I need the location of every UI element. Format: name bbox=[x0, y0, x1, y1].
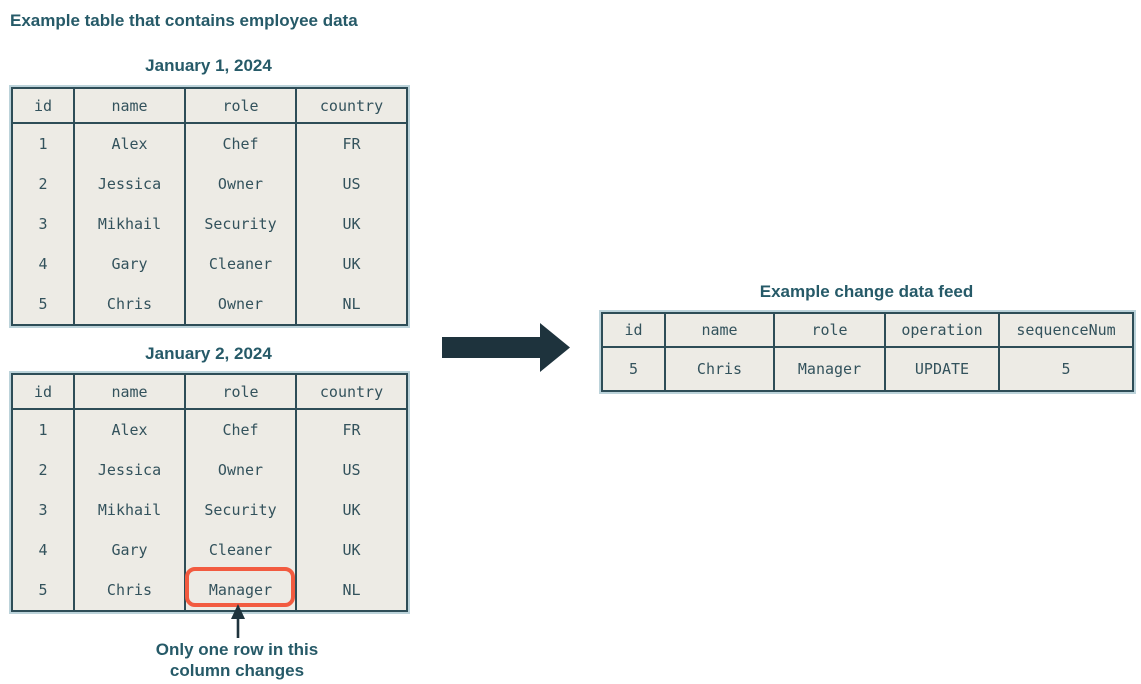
cell: Security bbox=[184, 490, 297, 530]
cell: Cleaner bbox=[184, 530, 297, 570]
cell: NL bbox=[295, 570, 408, 611]
cell: Cleaner bbox=[184, 244, 297, 284]
column-header-role: role bbox=[184, 374, 297, 410]
column-header-sequencenum: sequenceNum bbox=[998, 313, 1134, 348]
cell: UPDATE bbox=[884, 347, 1000, 391]
column-header-id: id bbox=[11, 88, 75, 124]
cell: 3 bbox=[11, 490, 75, 530]
cell: US bbox=[295, 164, 408, 204]
cell: UK bbox=[295, 244, 408, 284]
cell: 1 bbox=[11, 409, 75, 450]
diagram-title: Example table that contains employee dat… bbox=[10, 11, 358, 30]
cell: Alex bbox=[73, 123, 186, 164]
column-header-id: id bbox=[11, 374, 75, 410]
cell: UK bbox=[295, 530, 408, 570]
cell: 4 bbox=[11, 244, 75, 284]
cell: 3 bbox=[11, 204, 75, 244]
cell: 5 bbox=[11, 284, 75, 325]
cell: Chris bbox=[73, 284, 186, 325]
cell: Chris bbox=[73, 570, 186, 611]
cell: Gary bbox=[73, 530, 186, 570]
cell: Jessica bbox=[73, 450, 186, 490]
table-row: 4 Gary Cleaner UK bbox=[11, 244, 408, 284]
cell: 4 bbox=[11, 530, 75, 570]
column-header-id: id bbox=[601, 313, 666, 348]
cell: UK bbox=[295, 490, 408, 530]
table-label-change-feed: Example change data feed bbox=[759, 282, 974, 301]
arrow-right-icon bbox=[442, 323, 570, 372]
cell: 1 bbox=[11, 123, 75, 164]
cell: Mikhail bbox=[73, 204, 186, 244]
table-row: 5 Chris Manager UPDATE 5 bbox=[601, 347, 1134, 391]
cell: 5 bbox=[601, 347, 666, 391]
cell: Alex bbox=[73, 409, 186, 450]
table-row: 1 Alex Chef FR bbox=[11, 123, 408, 164]
cell: Owner bbox=[184, 450, 297, 490]
cell: FR bbox=[295, 409, 408, 450]
arrow-up-icon bbox=[231, 604, 245, 638]
table-row: 5 Chris Owner NL bbox=[11, 284, 408, 325]
header-row: id name role country bbox=[11, 374, 408, 410]
cell: US bbox=[295, 450, 408, 490]
table-label-january-2: January 2, 2024 bbox=[145, 344, 272, 363]
cell: Owner bbox=[184, 164, 297, 204]
cell: Chris bbox=[664, 347, 775, 391]
cell: Security bbox=[184, 204, 297, 244]
cell: 2 bbox=[11, 450, 75, 490]
cell: Jessica bbox=[73, 164, 186, 204]
cell: Gary bbox=[73, 244, 186, 284]
annotation-line-2: column changes bbox=[169, 661, 305, 680]
table-row: 1 Alex Chef FR bbox=[11, 409, 408, 450]
header-row: id name role country bbox=[11, 88, 408, 124]
column-header-name: name bbox=[664, 313, 775, 348]
column-header-operation: operation bbox=[884, 313, 1000, 348]
cell: 2 bbox=[11, 164, 75, 204]
table-row: 2 Jessica Owner US bbox=[11, 450, 408, 490]
table-label-january-1: January 1, 2024 bbox=[145, 56, 272, 75]
cell: NL bbox=[295, 284, 408, 325]
cell: Chef bbox=[184, 123, 297, 164]
table-january-1: id name role country 1 Alex Chef FR 2 Je… bbox=[11, 87, 408, 326]
table-row: 3 Mikhail Security UK bbox=[11, 490, 408, 530]
header-row: id name role operation sequenceNum bbox=[601, 313, 1134, 348]
cell: 5 bbox=[11, 570, 75, 611]
table-row: 3 Mikhail Security UK bbox=[11, 204, 408, 244]
table-change-feed: id name role operation sequenceNum 5 Chr… bbox=[601, 312, 1134, 392]
cell: FR bbox=[295, 123, 408, 164]
cell: Mikhail bbox=[73, 490, 186, 530]
column-header-country: country bbox=[295, 374, 408, 410]
table-row: 5 Chris Manager NL bbox=[11, 570, 408, 611]
column-header-role: role bbox=[773, 313, 886, 348]
annotation-text: Only one row in this column changes bbox=[117, 639, 357, 681]
column-header-name: name bbox=[73, 88, 186, 124]
table-row: 4 Gary Cleaner UK bbox=[11, 530, 408, 570]
column-header-name: name bbox=[73, 374, 186, 410]
annotation-line-1: Only one row in this bbox=[155, 640, 319, 659]
cell: 5 bbox=[998, 347, 1134, 391]
table-january-2: id name role country 1 Alex Chef FR 2 Je… bbox=[11, 373, 408, 612]
table-row: 2 Jessica Owner US bbox=[11, 164, 408, 204]
column-header-country: country bbox=[295, 88, 408, 124]
cell: Chef bbox=[184, 409, 297, 450]
cell: UK bbox=[295, 204, 408, 244]
cell: Owner bbox=[184, 284, 297, 325]
cell: Manager bbox=[773, 347, 886, 391]
column-header-role: role bbox=[184, 88, 297, 124]
